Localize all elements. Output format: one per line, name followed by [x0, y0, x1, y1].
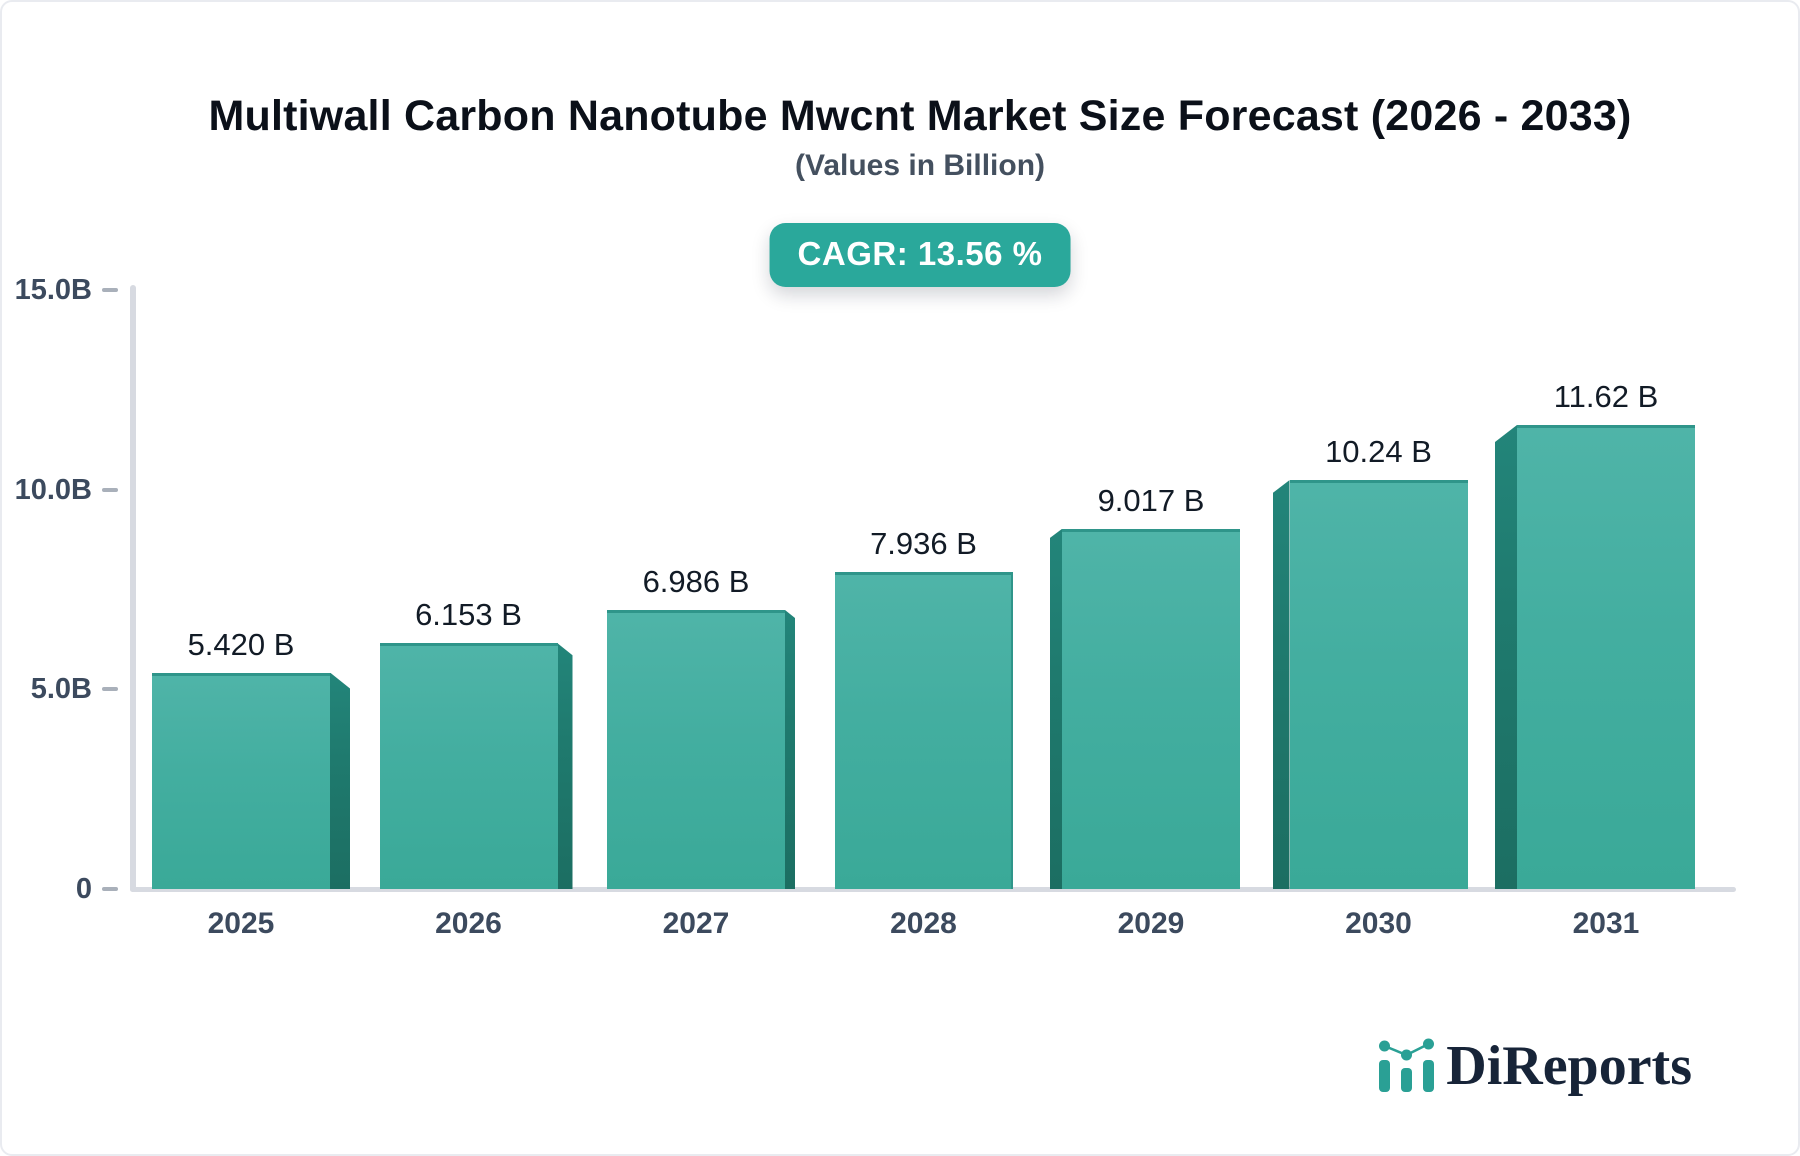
bar-side-face: [557, 643, 573, 889]
bar-2027: 6.986 B: [607, 564, 795, 889]
x-axis-tick-label: 2027: [662, 907, 730, 940]
bar-side-face: [330, 672, 350, 889]
bar-value-label: 6.986 B: [642, 564, 750, 600]
bar-side-face: [1272, 480, 1290, 889]
y-axis-tick-mark: [102, 288, 118, 292]
bar-value-label: 11.62 B: [1553, 378, 1659, 414]
bar-value-label: 7.936 B: [870, 526, 977, 562]
bar-2031: 11.62 B: [1495, 379, 1695, 889]
bar-value-label: 5.420 B: [187, 626, 295, 662]
bar-2029: 9.017 B: [1050, 483, 1240, 889]
bar-face: [152, 672, 330, 889]
bar-side-face: [785, 610, 795, 889]
bar-value-label: 9.017 B: [1097, 482, 1205, 518]
y-axis-tick-label: 10.0B: [14, 473, 92, 506]
bar-face: [1289, 480, 1468, 889]
x-axis-tick-label: 2029: [1117, 907, 1185, 940]
bar-line-chart-icon: [1379, 1038, 1435, 1092]
y-axis-tick-label: 5.0B: [30, 673, 92, 706]
chart-title: Multiwall Carbon Nanotube Mwcnt Market S…: [208, 92, 1632, 140]
bar-face: [1062, 528, 1240, 889]
bar-face: [1517, 424, 1695, 889]
bar-value-label: 10.24 B: [1325, 434, 1432, 470]
bar-2028: 7.936 B: [834, 526, 1013, 889]
y-axis-tick-mark: [102, 887, 118, 891]
bar-value-label: 6.153 B: [415, 597, 522, 633]
bar-face: [379, 643, 558, 889]
brand-name: DiReports: [1446, 1035, 1692, 1097]
bar-2026: 6.153 B: [379, 597, 573, 889]
bar-2030: 10.24 B: [1272, 434, 1468, 889]
bar-2025: 5.420 B: [152, 627, 350, 889]
y-axis-tick-label: 0: [75, 873, 92, 905]
bar-face: [834, 572, 1013, 889]
bar-face: [607, 610, 785, 889]
x-axis-tick-label: 2026: [435, 907, 502, 940]
y-axis-tick-label: 15.0B: [14, 274, 92, 306]
x-axis-tick-label: 2028: [890, 907, 957, 940]
brand-logo: DiReports: [1376, 1036, 1692, 1096]
x-axis-line: [130, 887, 1736, 892]
bar-side-face: [1495, 424, 1517, 889]
x-axis-tick-label: 2031: [1572, 907, 1640, 940]
x-axis-tick-label: 2030: [1345, 907, 1412, 940]
chart-subtitle: (Values in Billion): [794, 149, 1046, 182]
cagr-badge: CAGR: 13.56 %: [769, 223, 1071, 287]
bar-side-face: [1050, 528, 1062, 889]
y-axis-tick-mark: [102, 687, 118, 692]
x-axis-tick-label: 2025: [207, 907, 275, 940]
cagr-badge-label: CAGR: 13.56 %: [797, 235, 1043, 272]
y-axis-line: [130, 285, 136, 892]
y-axis-tick-mark: [102, 487, 118, 492]
